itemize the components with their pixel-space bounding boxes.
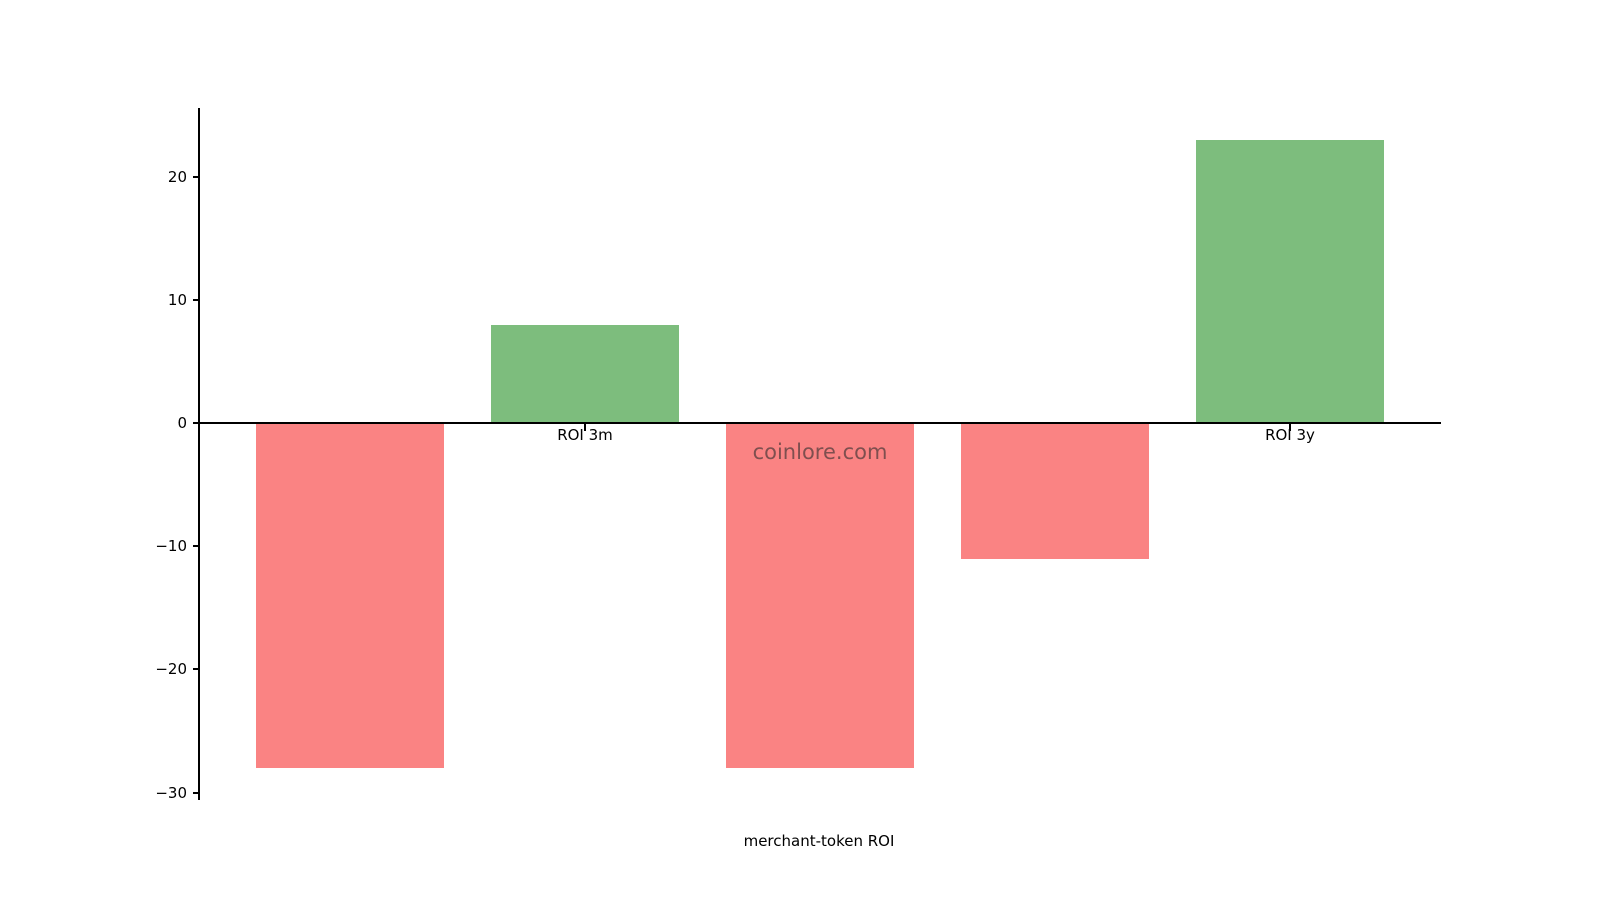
y-tick-mark-−10 xyxy=(193,545,200,548)
y-tick-mark-−20 xyxy=(193,668,200,671)
y-tick-mark-0 xyxy=(193,422,200,425)
y-tick-mark-10 xyxy=(193,299,200,302)
x-tick-label-roi-3y: ROI 3y xyxy=(1265,426,1315,445)
bar-1-roi-3m xyxy=(491,324,679,424)
x-tick-label-roi-3m: ROI 3m xyxy=(557,426,613,445)
y-tick-label-−20: −20 xyxy=(155,660,187,679)
bar-0 xyxy=(256,423,444,768)
y-tick-label-10: 10 xyxy=(167,291,187,310)
bar-4-roi-3y xyxy=(1196,140,1384,424)
y-tick-mark-20 xyxy=(193,175,200,178)
y-axis-spine xyxy=(198,108,200,800)
bar-2 xyxy=(726,423,914,768)
y-tick-mark-−30 xyxy=(193,791,200,794)
watermark: coinlore.com xyxy=(752,440,888,464)
x-tick-mark-roi-3m xyxy=(584,424,586,432)
bar-3 xyxy=(961,423,1149,559)
y-tick-label-−30: −30 xyxy=(155,783,187,802)
y-tick-label-−10: −10 xyxy=(155,537,187,556)
x-tick-mark-roi-3y xyxy=(1289,424,1291,432)
y-tick-label-0: 0 xyxy=(177,414,187,433)
y-tick-label-20: 20 xyxy=(167,167,187,186)
x-axis-zero-line xyxy=(198,422,1441,425)
x-axis-title: merchant-token ROI xyxy=(743,832,895,850)
